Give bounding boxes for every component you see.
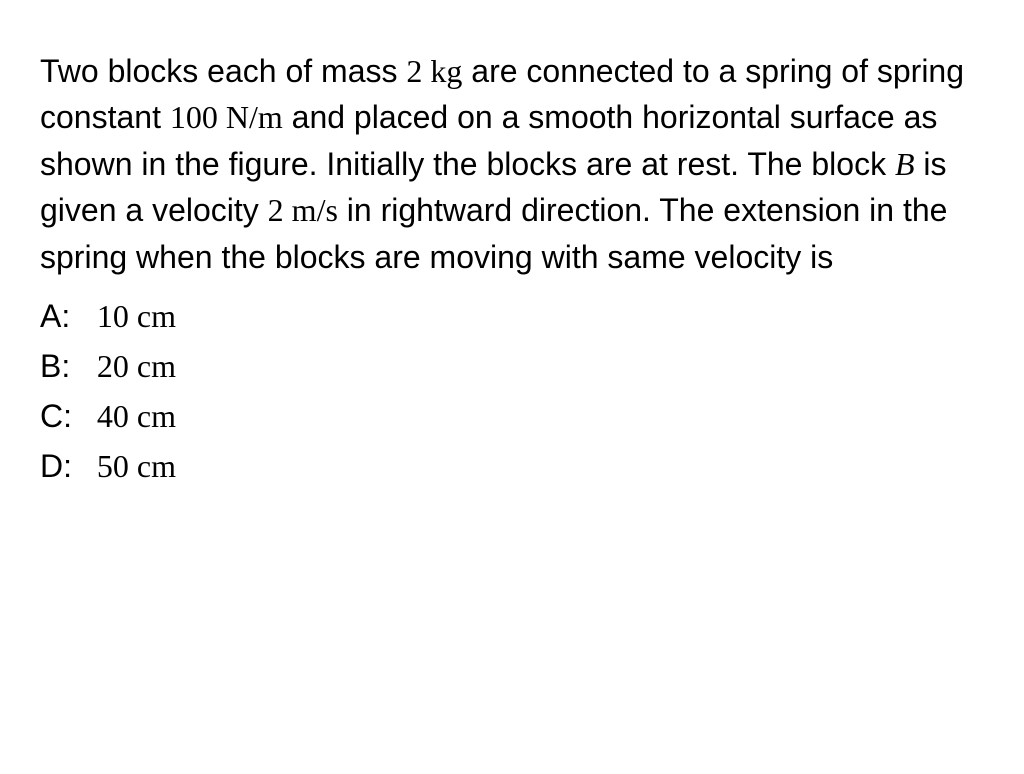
option-a-label: A: [40,292,88,340]
option-c-label: C: [40,392,88,440]
option-a-value: 10 cm [97,298,176,334]
option-b-value: 20 cm [97,348,176,384]
option-b[interactable]: B: 20 cm [40,342,984,390]
options-list: A: 10 cm B: 20 cm C: 40 cm D: 50 cm [40,292,984,490]
q-math-velocity: 2 m/s [268,192,338,228]
question-container: Two blocks each of mass 2 kg are connect… [0,0,1024,532]
option-d-value: 50 cm [97,448,176,484]
q-math-mass: 2 kg [406,53,462,89]
question-text: Two blocks each of mass 2 kg are connect… [40,48,984,280]
option-c[interactable]: C: 40 cm [40,392,984,440]
q-math-block-b: B [895,146,915,182]
option-a[interactable]: A: 10 cm [40,292,984,340]
option-d[interactable]: D: 50 cm [40,442,984,490]
option-d-label: D: [40,442,88,490]
q-part-1: Two blocks each of mass [40,53,406,89]
q-math-spring-constant: 100 N/m [170,99,283,135]
option-b-label: B: [40,342,88,390]
option-c-value: 40 cm [97,398,176,434]
